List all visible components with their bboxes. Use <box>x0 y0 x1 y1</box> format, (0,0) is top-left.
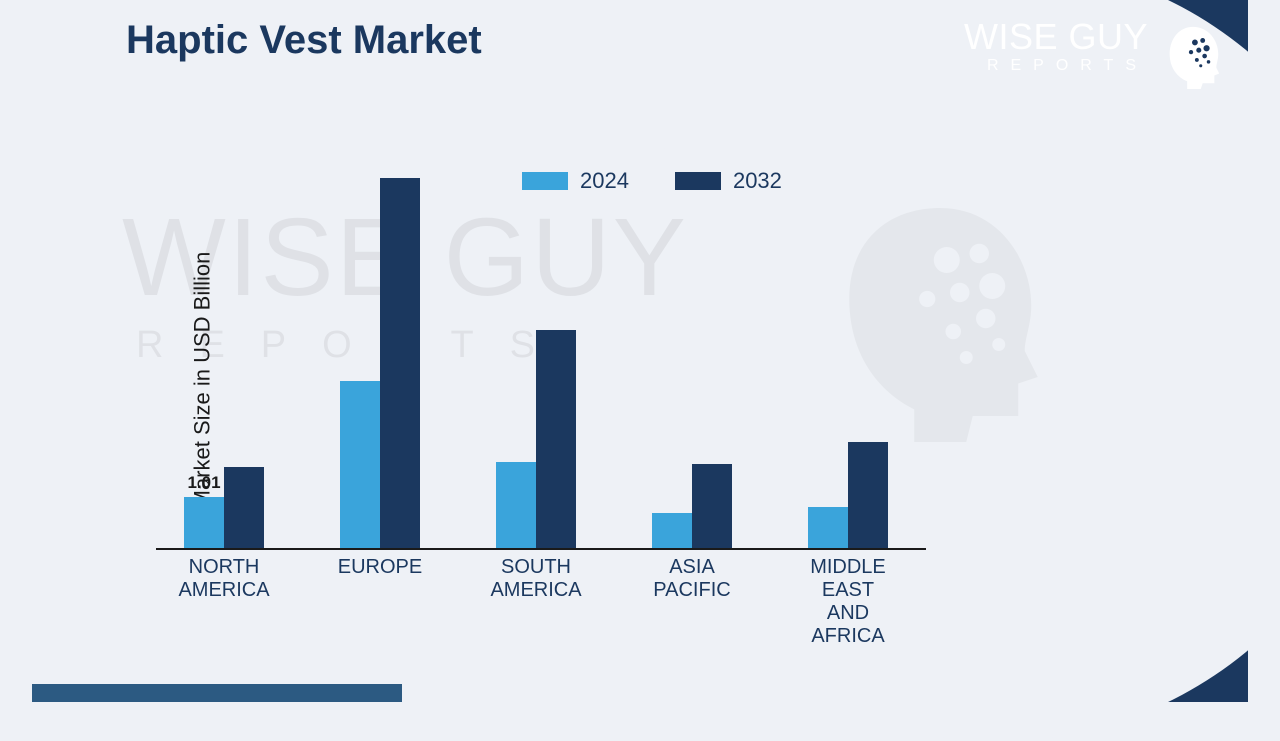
bar <box>224 467 264 548</box>
category-label: MIDDLEEASTANDAFRICA <box>773 556 923 648</box>
category-label: ASIAPACIFIC <box>617 556 767 602</box>
bar <box>536 330 576 548</box>
bar <box>808 507 848 548</box>
chart-card: WISE GUY REPORTS Haptic Vest Market WISE… <box>32 0 1248 702</box>
bar <box>380 178 420 548</box>
brand-head-icon <box>1158 22 1226 92</box>
page-title: Haptic Vest Market <box>126 18 482 63</box>
category-label: NORTHAMERICA <box>149 556 299 602</box>
bar <box>184 497 224 548</box>
chart-plot-area: 1.01 <box>156 170 926 550</box>
brand-logo: WISE GUY REPORTS <box>964 18 1148 75</box>
brand-line2: REPORTS <box>964 58 1148 75</box>
category-label: EUROPE <box>305 556 455 579</box>
bar-chart: Market Size in USD Billion 1.01 NORTHAME… <box>92 160 942 600</box>
bottom-accent-bar <box>32 684 402 702</box>
category-label: SOUTHAMERICA <box>461 556 611 602</box>
bar <box>496 462 536 548</box>
bar <box>652 513 692 548</box>
brand-line1: WISE GUY <box>964 18 1148 56</box>
bar <box>340 381 380 548</box>
bar <box>848 442 888 548</box>
bar <box>692 464 732 548</box>
